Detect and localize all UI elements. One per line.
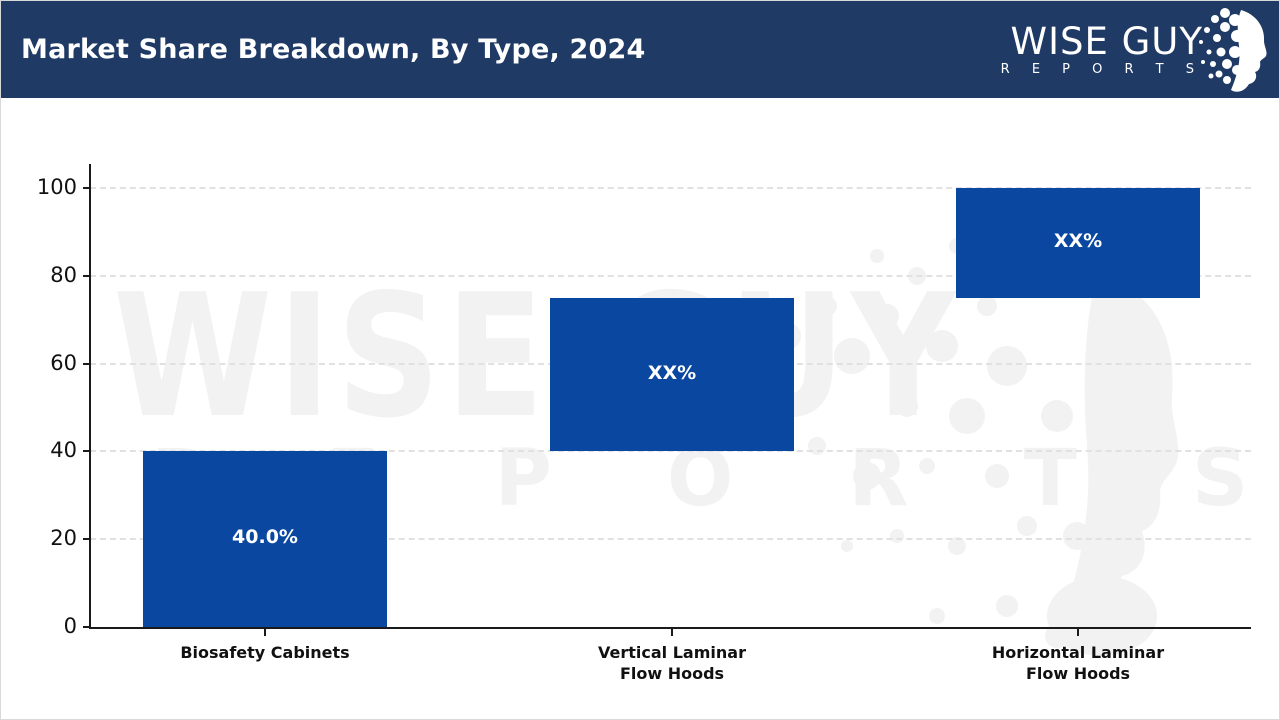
y-tick-label-20: 20: [50, 526, 77, 551]
y-tick-label-100: 100: [36, 175, 77, 199]
header-bar: Market Share Breakdown, By Type, 2024 WI…: [1, 1, 1279, 98]
gridline-80: [90, 274, 1251, 277]
x-category-label-2: Vertical Laminar Flow Hoods: [598, 643, 746, 683]
gridline-40: [90, 450, 1251, 453]
chart-area: WISE GUY R E P O R T S 0 20 40 60 80 100 40.0%…: [1, 98, 1279, 719]
y-tick-80: [83, 274, 90, 277]
y-tick-20: [83, 538, 90, 541]
bar-value-label-1: 40.0%: [232, 526, 298, 549]
gridline-100: [90, 187, 1251, 189]
y-axis-line: [89, 164, 91, 629]
y-tick-0: [83, 626, 90, 628]
y-tick-label-0: 0: [63, 614, 77, 638]
wiseguy-logo: WISE GUY R E P O R T S: [1001, 1, 1269, 98]
x-axis-line: [89, 627, 1251, 629]
y-tick-label-40: 40: [50, 438, 77, 463]
logo-subtitle: R E P O R T S: [1000, 61, 1203, 77]
x-category-label-1: Biosafety Cabinets: [180, 643, 350, 662]
y-tick-100: [83, 187, 90, 189]
logo-text: WISE GUY R E P O R T S: [1000, 19, 1203, 78]
y-tick-label-80: 80: [50, 262, 77, 287]
logo-wordmark: WISE GUY: [1010, 19, 1203, 63]
chart-title: Market Share Breakdown, By Type, 2024: [21, 34, 646, 65]
y-tick-60: [83, 362, 90, 365]
x-tick-2: [671, 629, 673, 636]
logo-face-icon: [1199, 7, 1267, 92]
watermark-wordmark: WISE GUY: [113, 258, 961, 456]
bar-segment-1: [143, 451, 387, 627]
bar-segment-2: [550, 297, 794, 452]
y-tick-40: [83, 450, 90, 453]
y-tick-label-60: 60: [50, 350, 77, 375]
bar-value-label-3: XX%: [1053, 229, 1103, 252]
x-tick-1: [264, 629, 266, 636]
bar-value-label-2: XX%: [647, 361, 697, 384]
x-category-label-3: Horizontal Laminar Flow Hoods: [991, 643, 1165, 683]
x-tick-3: [1077, 629, 1079, 636]
gridline-20: [90, 538, 1251, 541]
